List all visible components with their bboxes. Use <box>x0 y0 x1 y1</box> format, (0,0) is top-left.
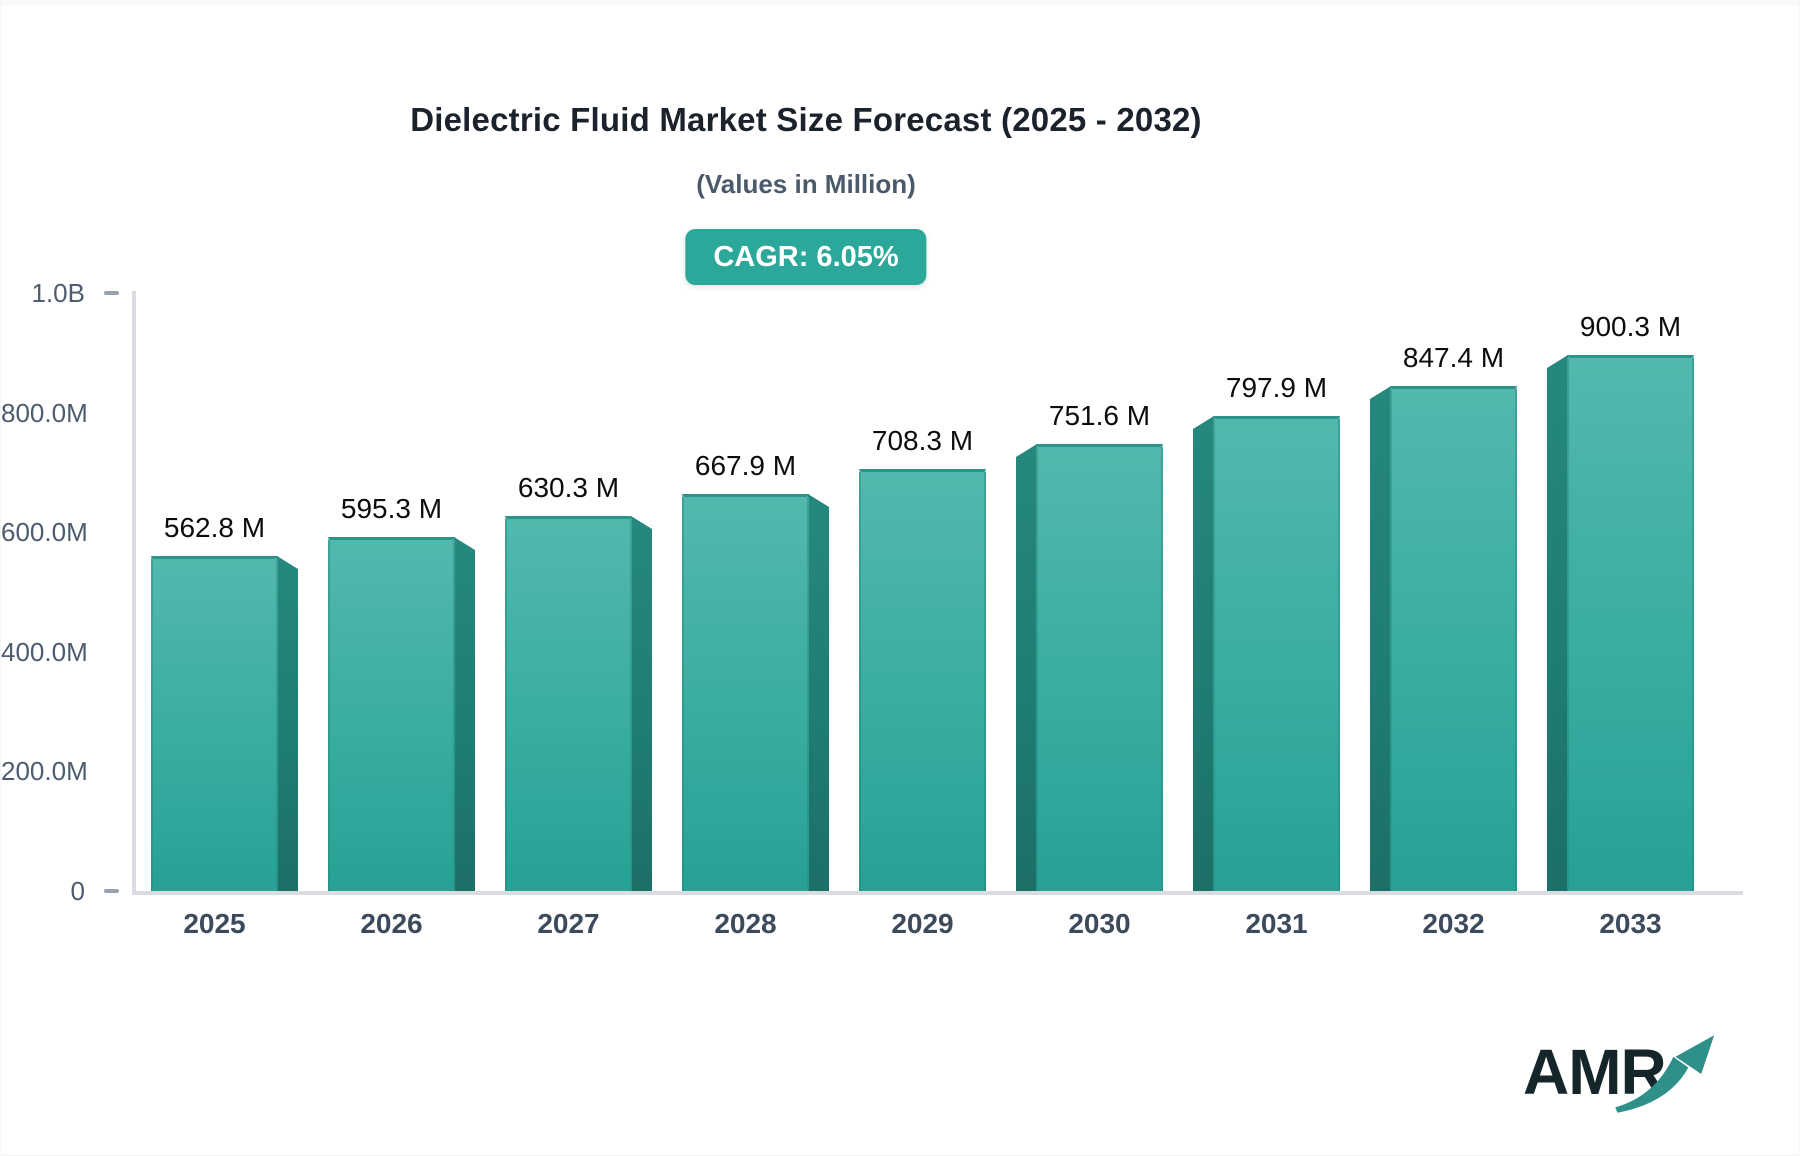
x-axis-label: 2030 <box>1068 908 1131 939</box>
bar-value-label: 595.3 M <box>340 493 443 524</box>
y-axis-label: 600.0M <box>1 517 88 548</box>
bar-value-label: 667.9 M <box>694 450 797 481</box>
y-axis-label: 800.0M <box>1 397 88 428</box>
x-axis-label: 2029 <box>891 908 954 939</box>
bar-side-face <box>454 537 475 893</box>
x-axis-label: 2032 <box>1422 908 1485 939</box>
plot-area: 1.0B 800.0M 600.0M 400.0M 200.0M 0 562.8 M 2025… <box>1 5 1799 1155</box>
cagr-badge: CAGR: 6.05% <box>685 229 927 285</box>
x-axis-label: 2025 <box>183 908 246 939</box>
bar <box>1213 416 1340 893</box>
bar <box>859 469 986 893</box>
x-axis-line <box>132 891 1743 895</box>
bar <box>1567 355 1694 893</box>
y-axis-tick <box>104 291 119 295</box>
bar-value-label: 900.3 M <box>1579 311 1682 342</box>
x-axis-label: 2027 <box>537 908 600 939</box>
bar <box>328 537 455 893</box>
growth-arrow-icon <box>1615 1035 1715 1113</box>
bar <box>151 556 278 893</box>
bar <box>1036 444 1163 893</box>
y-axis-label: 200.0M <box>1 756 88 787</box>
y-axis-line <box>132 291 136 895</box>
bar <box>682 494 809 893</box>
bar-side-face <box>1547 355 1568 893</box>
bar <box>1390 386 1517 893</box>
bar-value-label: 708.3 M <box>871 425 974 456</box>
bar-value-label: 797.9 M <box>1225 372 1328 403</box>
bar <box>505 516 632 893</box>
x-axis-label: 2031 <box>1245 908 1308 939</box>
bar-side-face <box>808 494 829 893</box>
bar-value-label: 751.6 M <box>1048 400 1151 431</box>
bar-side-face <box>277 556 298 893</box>
bar-value-label: 630.3 M <box>517 472 620 503</box>
bar-side-face <box>1193 416 1214 893</box>
x-axis-label: 2033 <box>1599 908 1662 939</box>
y-axis-tick <box>104 889 119 893</box>
y-axis-label: 400.0M <box>1 636 88 667</box>
chart-title: Dielectric Fluid Market Size Forecast (2… <box>410 101 1202 138</box>
bar-value-label: 847.4 M <box>1402 342 1505 373</box>
bar-side-face <box>631 516 652 893</box>
bar-value-label: 562.8 M <box>163 512 266 543</box>
y-axis-label: 0 <box>70 876 85 906</box>
bar-side-face <box>1370 386 1391 893</box>
x-axis-label: 2026 <box>360 908 423 939</box>
chart-subtitle: (Values in Million) <box>696 169 916 199</box>
amr-logo: AMR <box>1523 1035 1723 1121</box>
y-axis-label: 1.0B <box>31 278 86 308</box>
x-axis-label: 2028 <box>714 908 777 939</box>
bar-side-face <box>1016 444 1037 893</box>
